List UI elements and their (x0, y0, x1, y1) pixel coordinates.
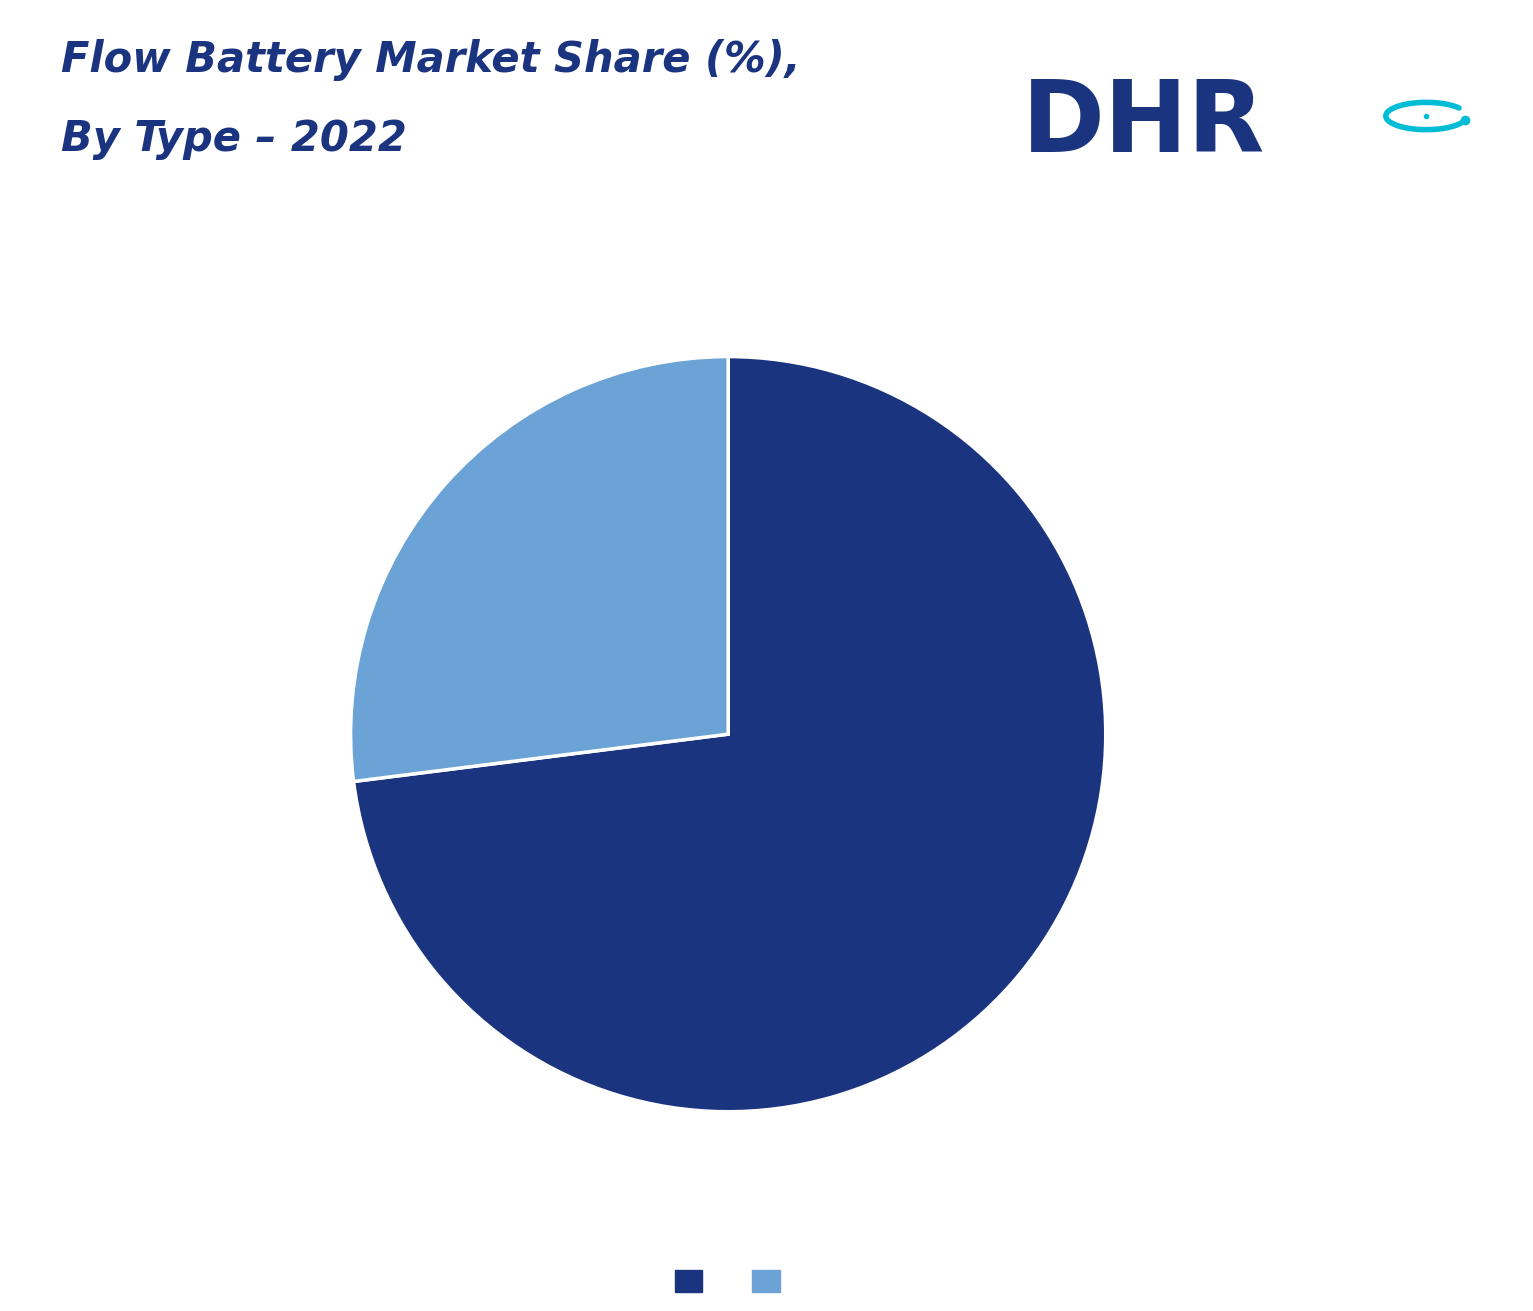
Text: Flow Battery Market Share (%),: Flow Battery Market Share (%), (61, 39, 800, 81)
Legend: , : , (667, 1262, 789, 1301)
Text: By Type – 2022: By Type – 2022 (61, 118, 408, 160)
Wedge shape (354, 357, 1105, 1112)
Wedge shape (351, 357, 728, 781)
Text: DHR: DHR (1021, 76, 1265, 173)
FancyBboxPatch shape (970, 35, 1498, 214)
